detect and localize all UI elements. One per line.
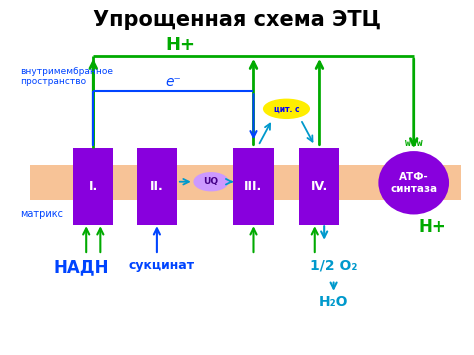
Text: IV.: IV. [311,180,328,193]
Text: цит. с: цит. с [273,104,299,113]
Text: матрикс: матрикс [20,209,63,219]
Bar [300,148,339,225]
Text: АТФ-
синтаза: АТФ- синтаза [390,172,438,193]
Text: H₂O: H₂O [319,295,348,310]
Text: Упрощенная схема ЭТЦ: Упрощенная схема ЭТЦ [93,10,381,30]
Text: UQ: UQ [203,177,219,186]
Text: 1/2 O₂: 1/2 O₂ [310,258,357,273]
Text: H+: H+ [419,218,447,236]
Text: сукцинат: сукцинат [128,258,195,272]
Bar [30,165,461,200]
Text: НАДН: НАДН [54,258,109,277]
Text: I.: I. [89,180,98,193]
Bar [73,148,113,225]
Ellipse shape [193,172,229,191]
Bar [234,148,273,225]
Text: II.: II. [150,180,164,193]
Ellipse shape [263,99,310,119]
Text: e⁻: e⁻ [165,76,182,89]
Text: www: www [405,137,422,148]
Text: внутримембранное
пространство: внутримембранное пространство [20,66,113,86]
Bar [137,148,177,225]
Text: H+: H+ [165,36,195,54]
Ellipse shape [378,151,449,214]
Text: III.: III. [245,180,263,193]
